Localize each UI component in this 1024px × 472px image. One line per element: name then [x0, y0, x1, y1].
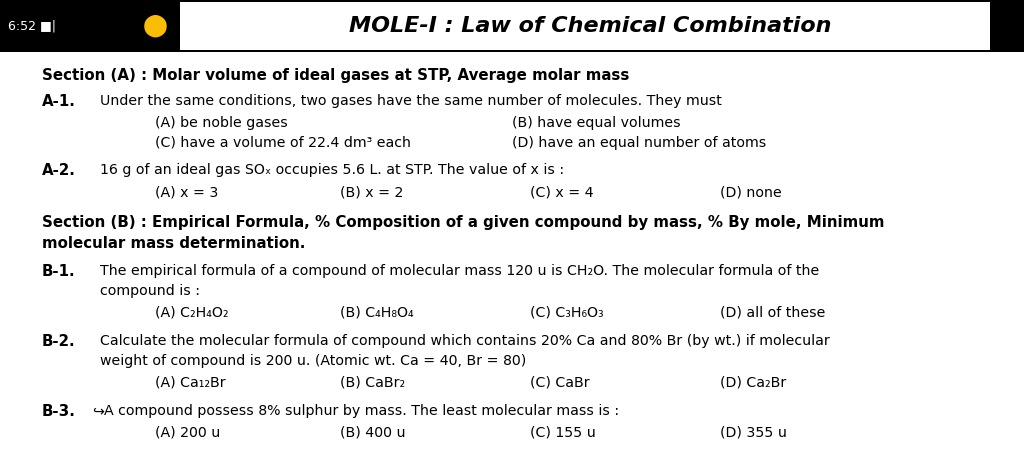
Text: A-2.: A-2. — [42, 163, 76, 178]
Text: (B) C₄H₈O₄: (B) C₄H₈O₄ — [340, 306, 414, 320]
Text: MOLE-I : Law of Chemical Combination: MOLE-I : Law of Chemical Combination — [349, 16, 831, 36]
Text: (A) C₂H₄O₂: (A) C₂H₄O₂ — [155, 306, 228, 320]
Text: weight of compound is 200 u. (Atomic wt. Ca = 40, Br = 80): weight of compound is 200 u. (Atomic wt.… — [100, 354, 526, 368]
Text: (A) Ca₁₂Br: (A) Ca₁₂Br — [155, 376, 225, 390]
Text: (C) x = 4: (C) x = 4 — [530, 185, 594, 199]
Text: (C) 155 u: (C) 155 u — [530, 426, 596, 440]
Text: (B) x = 2: (B) x = 2 — [340, 185, 403, 199]
Bar — [0, 0, 1024, 52]
Text: Section (B) : Empirical Formula, % Composition of a given compound by mass, % By: Section (B) : Empirical Formula, % Compo… — [42, 215, 885, 230]
Text: A-1.: A-1. — [42, 94, 76, 109]
Text: (B) CaBr₂: (B) CaBr₂ — [340, 376, 406, 390]
Text: (C) have a volume of 22.4 dm³ each: (C) have a volume of 22.4 dm³ each — [155, 136, 411, 150]
Text: (B) 400 u: (B) 400 u — [340, 426, 406, 440]
Text: (D) Ca₂Br: (D) Ca₂Br — [720, 376, 786, 390]
Bar — [180, 2, 990, 50]
Text: ↪: ↪ — [92, 404, 103, 418]
Text: (D) none: (D) none — [720, 185, 781, 199]
Text: Section (A) : Molar volume of ideal gases at STP, Average molar mass: Section (A) : Molar volume of ideal gase… — [42, 68, 630, 83]
Text: Under the same conditions, two gases have the same number of molecules. They mus: Under the same conditions, two gases hav… — [100, 94, 722, 108]
Text: (D) 355 u: (D) 355 u — [720, 426, 786, 440]
Text: (A) 200 u: (A) 200 u — [155, 426, 220, 440]
Text: compound is :: compound is : — [100, 284, 200, 298]
Text: (C) C₃H₆O₃: (C) C₃H₆O₃ — [530, 306, 603, 320]
Text: (C) CaBr: (C) CaBr — [530, 376, 590, 390]
Text: (D) all of these: (D) all of these — [720, 306, 825, 320]
Text: 16 g of an ideal gas SOₓ occupies 5.6 L. at STP. The value of x is :: 16 g of an ideal gas SOₓ occupies 5.6 L.… — [100, 163, 564, 177]
Text: ⬤: ⬤ — [142, 15, 168, 37]
Text: (A) be noble gases: (A) be noble gases — [155, 116, 288, 130]
Text: A compound possess 8% sulphur by mass. The least molecular mass is :: A compound possess 8% sulphur by mass. T… — [104, 404, 620, 418]
Text: molecular mass determination.: molecular mass determination. — [42, 236, 305, 251]
Text: 6:52 ■|: 6:52 ■| — [8, 19, 56, 33]
Text: (A) x = 3: (A) x = 3 — [155, 185, 218, 199]
Text: Calculate the molecular formula of compound which contains 20% Ca and 80% Br (by: Calculate the molecular formula of compo… — [100, 334, 829, 348]
Text: (D) have an equal number of atoms: (D) have an equal number of atoms — [512, 136, 766, 150]
Text: B-2.: B-2. — [42, 334, 76, 349]
Text: (B) have equal volumes: (B) have equal volumes — [512, 116, 681, 130]
Text: B-1.: B-1. — [42, 264, 76, 279]
Text: B-3.: B-3. — [42, 404, 76, 419]
Text: The empirical formula of a compound of molecular mass 120 u is CH₂O. The molecul: The empirical formula of a compound of m… — [100, 264, 819, 278]
